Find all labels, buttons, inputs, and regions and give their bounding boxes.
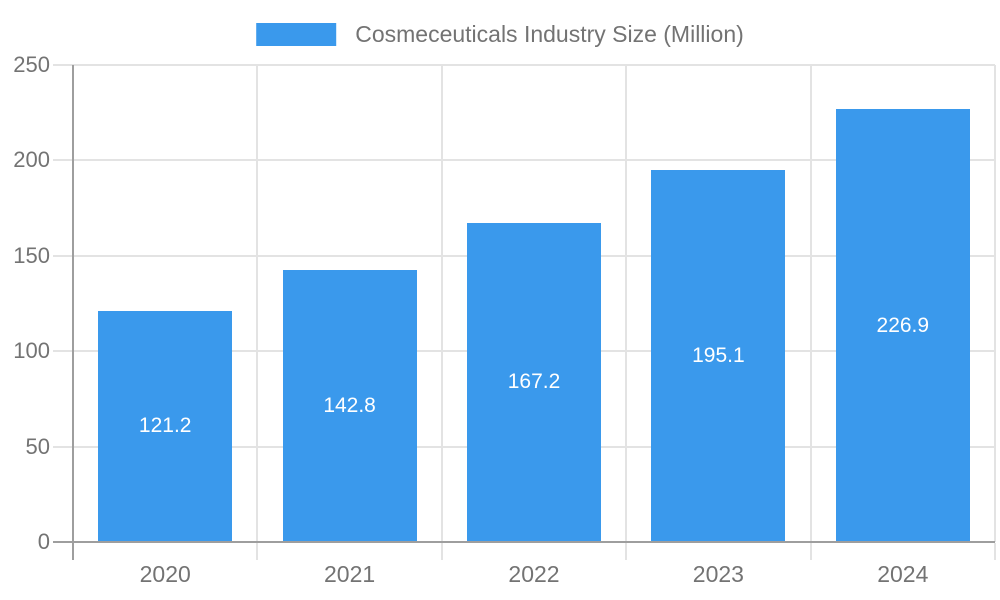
x-axis-label: 2021 [324, 561, 376, 587]
legend-swatch [256, 23, 337, 46]
chart-title: Cosmeceuticals Industry Size (Million) [355, 21, 744, 47]
gridline [73, 64, 995, 66]
gridline [256, 65, 259, 542]
bar-text: 142.8 [323, 393, 376, 417]
y-tick [53, 254, 73, 257]
x-axis-line [53, 541, 995, 543]
y-axis-label: 200 [13, 147, 50, 173]
x-axis-label: 2022 [508, 561, 560, 587]
bar: 121.2 [98, 310, 233, 541]
bar: 142.8 [282, 269, 417, 541]
y-axis-label: 150 [13, 242, 50, 268]
x-axis-label: 2020 [139, 561, 191, 587]
gridline [73, 159, 995, 162]
y-axis-label: 250 [13, 52, 50, 77]
x-tick [809, 543, 812, 560]
y-axis-label: 100 [13, 338, 50, 364]
bar: 167.2 [467, 222, 601, 541]
y-tick [53, 64, 73, 66]
gridline [809, 65, 812, 542]
x-tick [625, 543, 628, 560]
gridline [440, 65, 443, 542]
y-axis-label: 0 [37, 529, 50, 554]
gridline [625, 65, 628, 542]
x-tick [440, 543, 443, 560]
x-tick [994, 543, 996, 560]
bar-text: 195.1 [692, 343, 745, 367]
bar: 195.1 [651, 169, 786, 541]
x-axis-label: 2023 [692, 561, 744, 587]
bar-text: 121.2 [138, 414, 192, 438]
gridline [994, 65, 996, 542]
y-tick [53, 445, 73, 448]
x-axis-label: 2024 [877, 561, 929, 587]
y-tick [53, 159, 73, 162]
y-tick [53, 350, 73, 353]
y-axis-label: 50 [25, 433, 50, 459]
bar-text: 167.2 [507, 370, 561, 394]
bar: 226.9 [835, 109, 970, 541]
legend: Cosmeceuticals Industry Size (Million) [256, 21, 744, 48]
x-tick [256, 543, 259, 560]
bar-text: 226.9 [876, 313, 930, 337]
y-axis-line [72, 65, 74, 560]
